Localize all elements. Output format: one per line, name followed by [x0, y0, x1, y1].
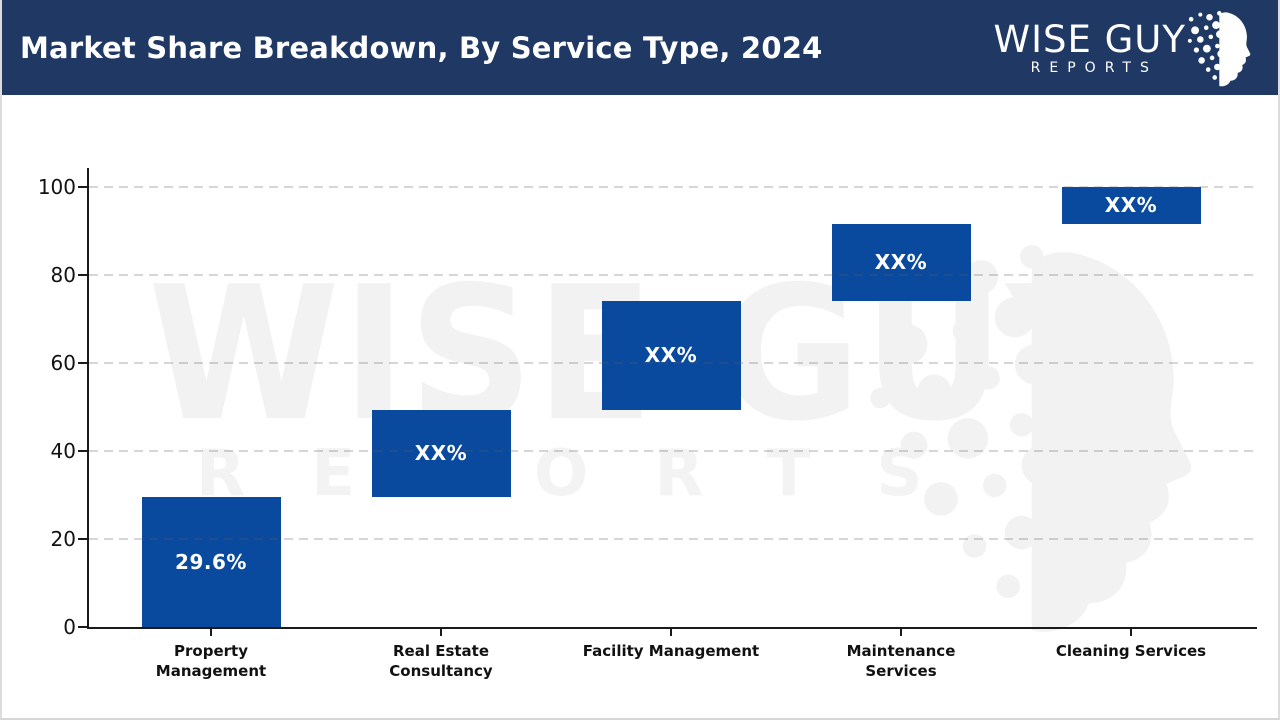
y-tick-mark — [78, 626, 87, 628]
x-category-label: Maintenance Services — [846, 642, 956, 681]
wise-guy-head-icon — [1187, 10, 1251, 86]
x-tick-mark — [670, 629, 672, 636]
chart-title: Market Share Breakdown, By Service Type,… — [20, 30, 823, 65]
wise-guy-logo: WISE GUY REPORTS — [994, 6, 1254, 90]
y-tick-mark — [78, 274, 87, 276]
y-tick-label: 0 — [63, 615, 76, 639]
x-category-label: Property Management — [155, 642, 267, 681]
gridline — [89, 362, 1256, 364]
bar-value-label: XX% — [1104, 193, 1158, 218]
x-tick-mark — [440, 629, 442, 636]
bar-value-label: 29.6% — [175, 549, 247, 574]
header-bar: Market Share Breakdown, By Service Type,… — [0, 0, 1280, 95]
x-axis-line — [87, 627, 1257, 629]
x-tick-mark — [210, 629, 212, 636]
logo-subtitle: REPORTS — [1030, 59, 1158, 76]
bar — [141, 496, 281, 627]
gridline — [89, 186, 1256, 188]
y-tick-mark — [78, 538, 87, 540]
y-tick-label: 20 — [50, 527, 76, 551]
x-category-label: Real Estate Consultancy — [389, 642, 493, 681]
watermark-subtitle: REPORTS — [196, 437, 989, 511]
gridline — [89, 450, 1256, 452]
bar — [601, 300, 741, 410]
x-category-label: Facility Management — [582, 642, 760, 660]
y-tick-mark — [78, 186, 87, 188]
gridline — [89, 274, 1256, 276]
y-tick-label: 60 — [50, 351, 76, 375]
y-tick-label: 40 — [50, 439, 76, 463]
y-axis-line — [87, 168, 89, 628]
y-tick-label: 80 — [50, 263, 76, 287]
y-tick-mark — [78, 362, 87, 364]
bar — [371, 409, 511, 497]
x-tick-mark — [900, 629, 902, 636]
y-tick-mark — [78, 450, 87, 452]
logo-wordmark: WISE GUY — [993, 17, 1186, 61]
bar-value-label: XX% — [874, 250, 928, 275]
bar-value-label: XX% — [414, 441, 468, 466]
bar — [1061, 187, 1201, 224]
y-tick-label: 100 — [37, 175, 76, 199]
gridline — [89, 538, 1256, 540]
bar — [831, 223, 971, 301]
x-tick-mark — [1130, 629, 1132, 636]
logo-text: WISE GUY REPORTS — [994, 21, 1186, 75]
x-category-label: Cleaning Services — [1055, 642, 1207, 660]
bar-value-label: XX% — [644, 343, 698, 368]
